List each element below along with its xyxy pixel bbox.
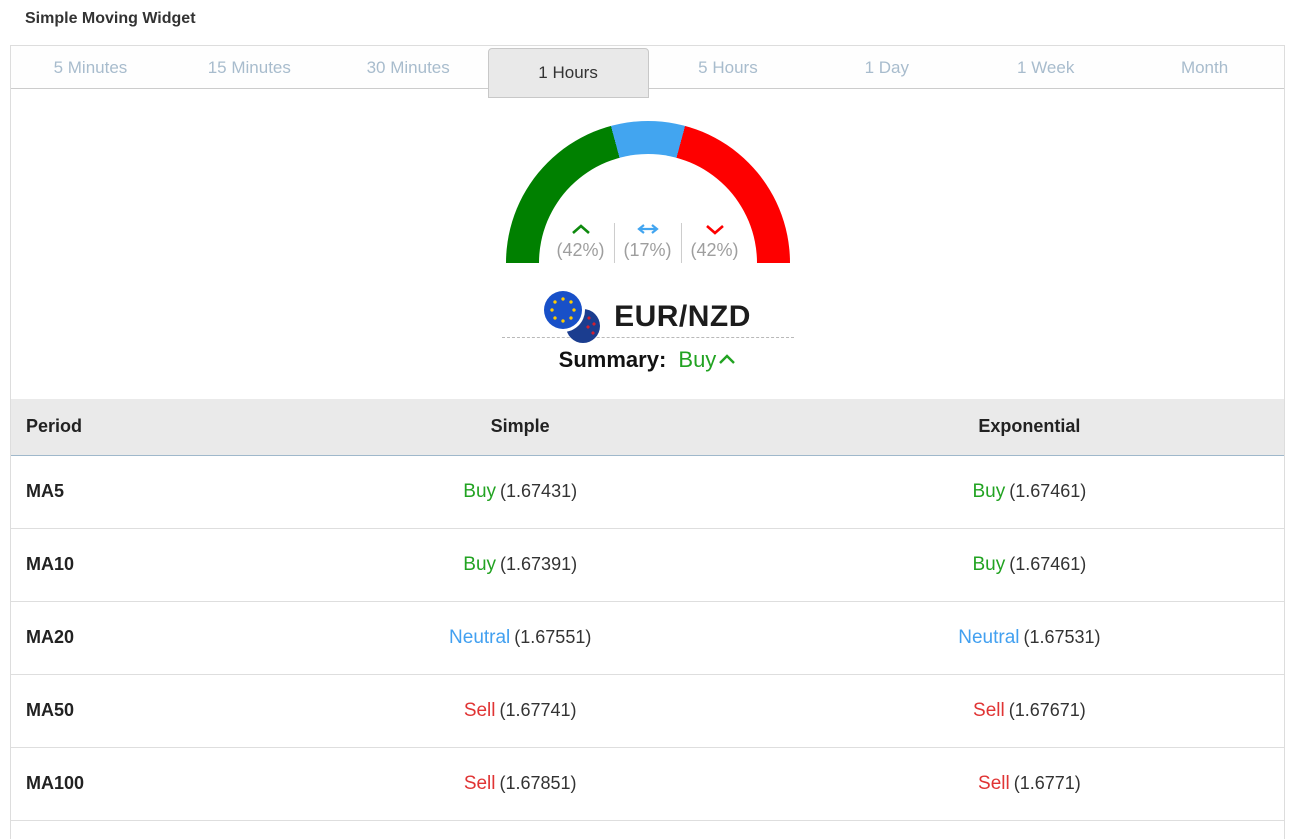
sell-percent: (42%) <box>690 240 739 260</box>
table-row-ma50: MA50 Sell (1.67741) Sell (1.67671) <box>11 674 1284 748</box>
simple-signal: Sell <box>463 772 496 794</box>
simple-signal: Buy <box>463 480 497 502</box>
gauge-labels: (42%) (17%) (42% <box>547 223 747 263</box>
exponential-value: (1.67461) <box>1009 480 1087 501</box>
simple-value: (1.67431) <box>500 480 578 501</box>
period-label: MA100 <box>11 747 266 821</box>
simple-value: (1.67741) <box>499 699 577 720</box>
simple-signal: Sell <box>463 699 496 721</box>
period-label: MA20 <box>11 601 266 675</box>
period-label: MA5 <box>11 455 266 529</box>
tab-1-week[interactable]: 1 Week <box>1017 58 1075 77</box>
moving-average-widget: 5 Minutes 15 Minutes 30 Minutes 1 Hours … <box>10 45 1285 839</box>
simple-value: (1.67851) <box>499 772 577 793</box>
simple-value: (1.67551) <box>514 626 592 647</box>
exponential-signal: Buy <box>972 553 1006 575</box>
table-row-ma10: MA10 Buy (1.67391) Buy (1.67461) <box>11 528 1284 602</box>
simple-value: (1.67391) <box>500 553 578 574</box>
gauge-label-sell: (42%) <box>680 223 748 263</box>
neutral-percent: (17%) <box>623 240 672 260</box>
tab-5-minutes[interactable]: 5 Minutes <box>53 58 128 77</box>
eur-flag-icon <box>544 291 583 329</box>
exponential-value: (1.6771) <box>1013 772 1081 793</box>
dashed-divider <box>501 337 794 338</box>
tab-5-hours[interactable]: 5 Hours <box>698 58 758 77</box>
tab-30-minutes[interactable]: 30 Minutes <box>366 58 450 77</box>
table-row-ma5: MA5 Buy (1.67431) Buy (1.67461) <box>11 455 1284 529</box>
chevron-up-icon <box>571 224 590 234</box>
exponential-value: (1.67531) <box>1023 626 1101 647</box>
simple-signal: Buy <box>463 553 497 575</box>
summary-gauge-section: (42%) (17%) (42% <box>11 89 1284 399</box>
tab-1-day[interactable]: 1 Day <box>864 58 910 77</box>
pair-heading: EUR/NZD <box>11 291 1284 343</box>
summary-line: Summary: Buy <box>11 347 1284 373</box>
table-row-ma20: MA20 Neutral (1.67551) Neutral (1.67531) <box>11 601 1284 675</box>
period-label: MA10 <box>11 528 266 602</box>
gauge-label-buy: (42%) <box>547 223 613 263</box>
tab-1-hours[interactable]: 1 Hours <box>487 48 649 98</box>
chevron-down-icon <box>705 225 724 235</box>
timeframe-tabbar: 5 Minutes 15 Minutes 30 Minutes 1 Hours … <box>11 46 1284 98</box>
page-title: Simple Moving Widget <box>25 10 196 27</box>
pair-name: EUR/NZD <box>614 300 751 333</box>
period-label: MA50 <box>11 674 266 748</box>
exponential-signal: Sell <box>973 699 1005 721</box>
currency-pair-flags <box>544 291 602 343</box>
table-row-ma100: MA100 Sell (1.67851) Sell (1.6771) <box>11 747 1284 821</box>
buy-percent: (42%) <box>556 240 605 260</box>
table-header-row: Period Simple Exponential <box>11 399 1284 456</box>
exponential-signal: Neutral <box>958 626 1020 648</box>
exponential-signal: Buy <box>972 480 1006 502</box>
sentiment-gauge: (42%) (17%) (42% <box>505 121 790 263</box>
column-header-period: Period <box>11 399 266 456</box>
column-header-simple: Simple <box>265 399 775 456</box>
gauge-label-neutral: (17%) <box>613 223 680 263</box>
exponential-value: (1.67461) <box>1009 553 1087 574</box>
tab-15-minutes[interactable]: 15 Minutes <box>207 58 291 77</box>
moving-averages-table: Period Simple Exponential MA5 Buy (1.6743… <box>11 399 1284 821</box>
column-header-exponential: Exponential <box>774 399 1284 456</box>
summary-value: Buy <box>678 347 717 372</box>
summary-label: Summary: <box>558 347 667 372</box>
exponential-signal: Sell <box>978 772 1010 794</box>
tab-month[interactable]: Month <box>1180 58 1229 77</box>
arrow-left-right-icon <box>636 224 659 234</box>
exponential-value: (1.67671) <box>1008 699 1086 720</box>
summary-chevron-up-icon <box>719 354 736 364</box>
simple-signal: Neutral <box>449 626 511 648</box>
